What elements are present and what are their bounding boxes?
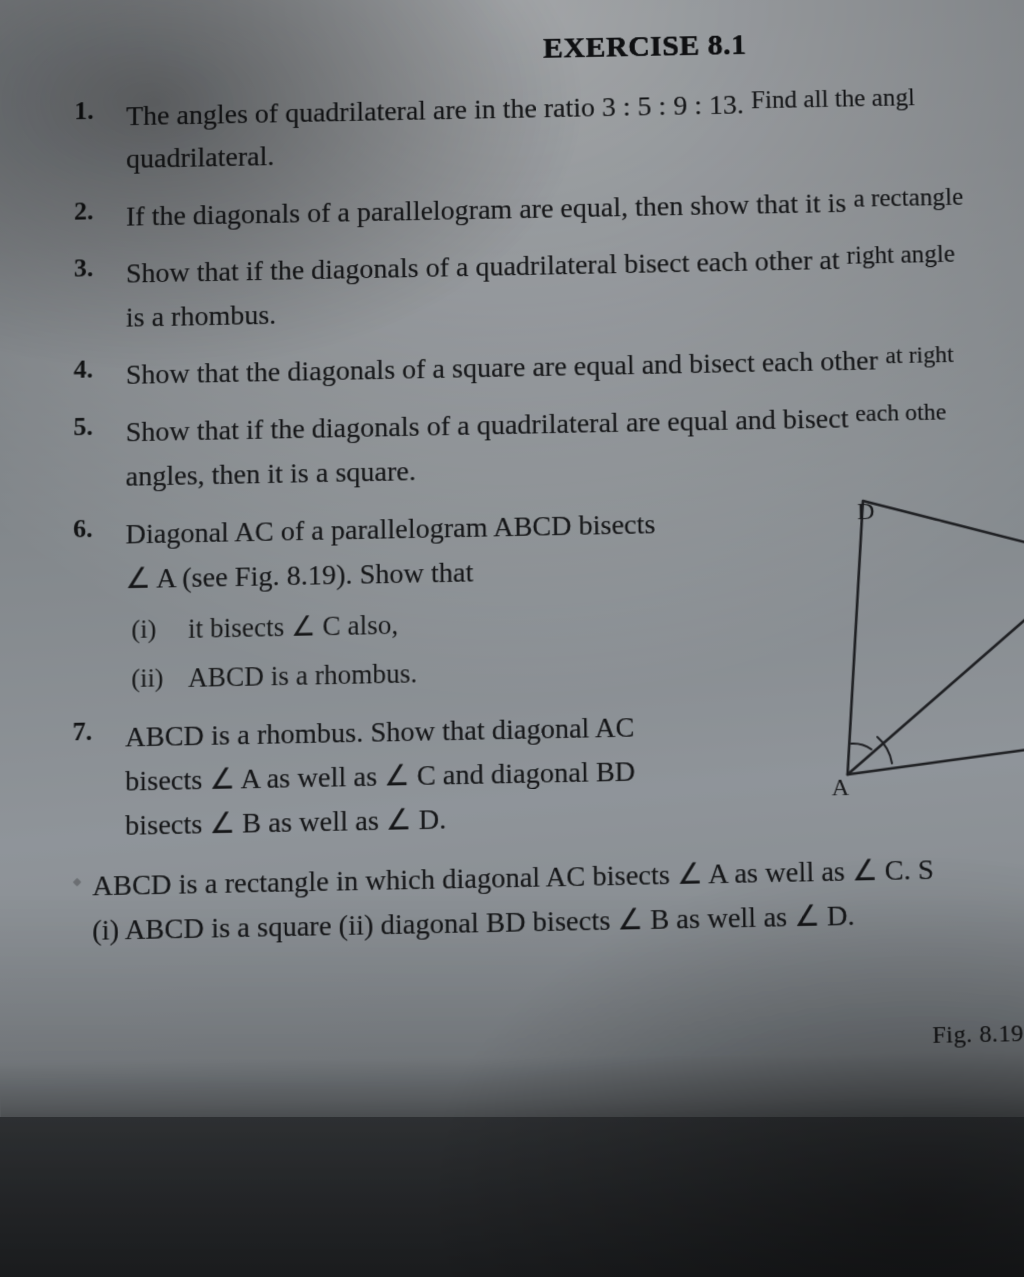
question-1: The angles of quadrilateral are in the r… — [72, 79, 1010, 183]
q1-tail: Find all the angl — [750, 79, 915, 121]
question-5: Show that if the diagonals of a quadrila… — [71, 394, 1017, 500]
q6-sub-i-text: it bisects ∠ C also, — [188, 609, 398, 644]
q4-text-a: Show that the diagonals of a square are … — [126, 345, 886, 391]
figure-label-D: D — [857, 499, 875, 526]
q7-line3: bisects ∠ B as well as ∠ D. — [125, 804, 446, 842]
question-6: Diagonal AC of a parallelogram ABCD bise… — [71, 496, 1023, 702]
exercise-title: EXERCISE 8.1 — [281, 23, 1008, 70]
q1-text-b: quadrilateral. — [126, 142, 274, 176]
question-3: Show that if the diagonals of a quadrila… — [72, 236, 1014, 341]
question-list: The angles of quadrilateral are in the r… — [70, 79, 1024, 850]
q8-line2: (i) ABCD is a square (ii) diagonal BD bi… — [92, 900, 855, 947]
q6-line1: Diagonal AC of a parallelogram ABCD bise… — [125, 509, 655, 551]
q6-line2: ∠ A (see Fig. 8.19). Show that — [125, 557, 473, 595]
q6-sublist: (i) it bisects ∠ C also, (ii) ABCD is a … — [131, 596, 809, 701]
question-8-unnumbered: ABCD is a rectangle in which diagonal AC… — [70, 846, 1024, 954]
q6-sub-ii-text: ABCD is a rhombus. — [188, 658, 417, 693]
q6-sub-ii-label: (ii) — [131, 657, 163, 699]
q1-text-a: The angles of quadrilateral are in the r… — [126, 89, 751, 132]
q5-tail: each othe — [855, 394, 947, 433]
q2-tail: a rectangle — [853, 178, 963, 219]
q3-tail: right angle — [846, 235, 955, 276]
q7-line1: ABCD is a rhombus. Show that diagonal AC — [125, 712, 634, 754]
q6-sub-i-label: (i) — [131, 609, 156, 651]
question-7: ABCD is a rhombus. Show that diagonal AC… — [70, 698, 1024, 850]
q3-text-b: is a rhombus. — [126, 299, 277, 333]
q8-line1: ABCD is a rectangle in which diagonal AC… — [92, 854, 934, 902]
q7-line2: bisects ∠ A as well as ∠ C and diagonal … — [125, 756, 635, 798]
q5-text-b: angles, then it is a square. — [126, 456, 417, 493]
q4-tail: at right — [885, 336, 954, 374]
question-2: If the diagonals of a parallelogram are … — [72, 179, 1012, 240]
figure-caption: Fig. 8.19 — [932, 1020, 1024, 1050]
q6-sub-i: (i) it bisects ∠ C also, — [131, 596, 808, 652]
q6-sub-ii: (ii) ABCD is a rhombus. — [131, 645, 809, 701]
q5-text-a: Show that if the diagonals of a quadrila… — [126, 403, 856, 448]
q3-text-a: Show that if the diagonals of a quadrila… — [126, 245, 847, 290]
question-4: Show that the diagonals of a square are … — [71, 337, 1015, 399]
q2-text-a: If the diagonals of a parallelogram are … — [126, 188, 854, 233]
